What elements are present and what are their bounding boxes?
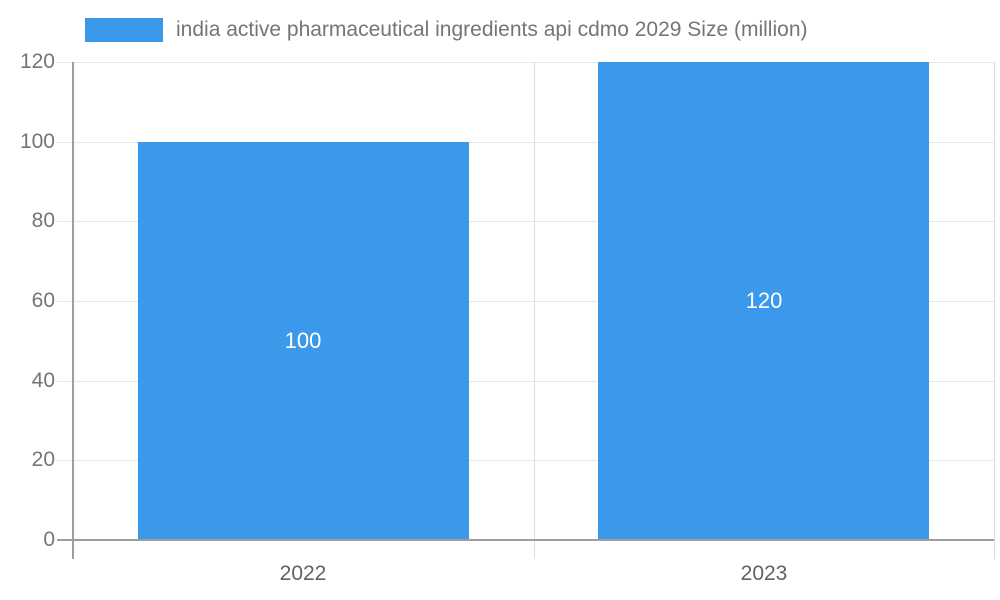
bar-value-label: 120 xyxy=(745,288,783,313)
y-axis-line xyxy=(72,62,74,559)
y-tick-label: 100 xyxy=(19,130,55,153)
legend-label: india active pharmaceutical ingredients … xyxy=(176,18,808,41)
y-tick-label: 120 xyxy=(19,50,55,73)
legend-swatch xyxy=(85,18,163,42)
bar-value-label: 100 xyxy=(284,328,322,353)
gridline xyxy=(57,221,994,222)
legend: india active pharmaceutical ingredients … xyxy=(85,18,808,42)
gridline xyxy=(57,460,994,461)
gridline xyxy=(57,301,994,302)
y-tick-label: 60 xyxy=(31,289,55,312)
x-axis-baseline xyxy=(57,539,994,541)
x-tick-label: 2023 xyxy=(740,562,788,585)
y-tick-label: 20 xyxy=(31,448,55,471)
bar xyxy=(598,62,929,540)
x-tick-label: 2022 xyxy=(279,562,327,585)
plot-right-border-line xyxy=(994,62,995,559)
category-separator-line xyxy=(534,62,535,559)
bar xyxy=(138,142,469,540)
y-tick-label: 40 xyxy=(31,369,55,392)
y-tick-label: 80 xyxy=(31,209,55,232)
y-tick-label: 0 xyxy=(43,528,55,551)
gridline xyxy=(57,142,994,143)
gridline xyxy=(57,62,994,63)
gridline xyxy=(57,381,994,382)
